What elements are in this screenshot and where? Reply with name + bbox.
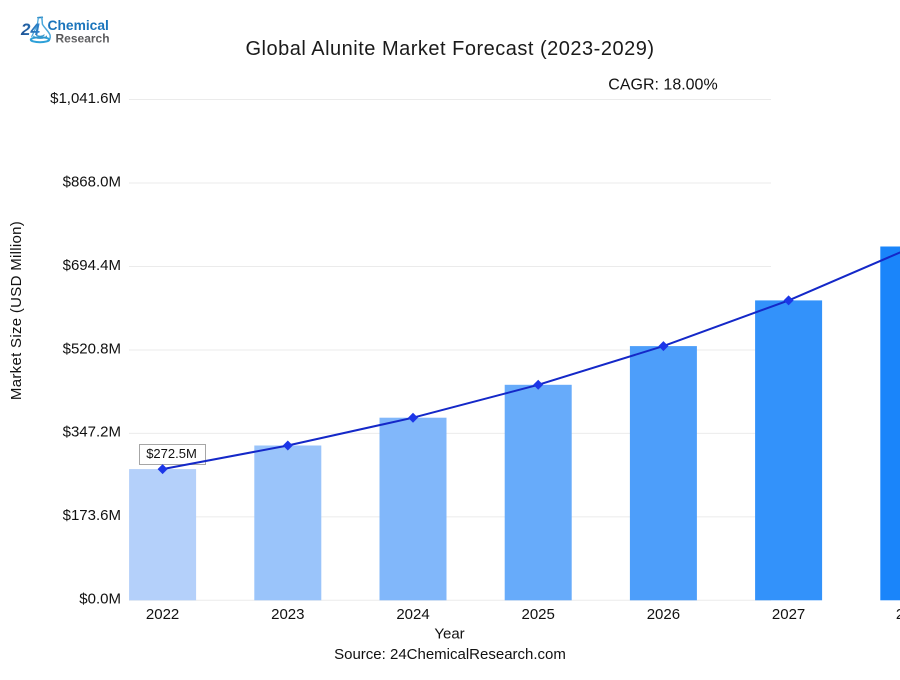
- svg-text:$272.5M: $272.5M: [146, 446, 197, 461]
- svg-text:CAGR: 18.00%: CAGR: 18.00%: [608, 77, 717, 94]
- svg-text:$868.0M: $868.0M: [63, 173, 121, 190]
- svg-text:$694.4M: $694.4M: [63, 257, 121, 274]
- svg-text:$0.0M: $0.0M: [79, 591, 121, 608]
- svg-text:2022: 2022: [146, 606, 179, 623]
- svg-text:2028: 2028: [896, 606, 900, 623]
- svg-text:2026: 2026: [647, 606, 680, 623]
- svg-text:2023: 2023: [271, 606, 304, 623]
- svg-text:Global Alunite Market Forecast: Global Alunite Market Forecast (2023-202…: [246, 38, 655, 60]
- svg-text:$173.6M: $173.6M: [63, 507, 121, 524]
- svg-text:2025: 2025: [522, 606, 555, 623]
- svg-text:2024: 2024: [396, 606, 429, 623]
- svg-text:$347.2M: $347.2M: [63, 424, 121, 441]
- svg-text:Year: Year: [434, 626, 464, 643]
- svg-text:Market Size (USD Million): Market Size (USD Million): [8, 221, 25, 400]
- svg-text:Source: 24ChemicalResearch.com: Source: 24ChemicalResearch.com: [334, 646, 566, 663]
- svg-text:24: 24: [20, 20, 40, 39]
- svg-text:Research: Research: [56, 32, 110, 46]
- svg-text:$520.8M: $520.8M: [63, 340, 121, 357]
- svg-text:$1,041.6M: $1,041.6M: [50, 90, 121, 107]
- svg-text:Chemical: Chemical: [48, 18, 109, 33]
- svg-text:2027: 2027: [772, 606, 805, 623]
